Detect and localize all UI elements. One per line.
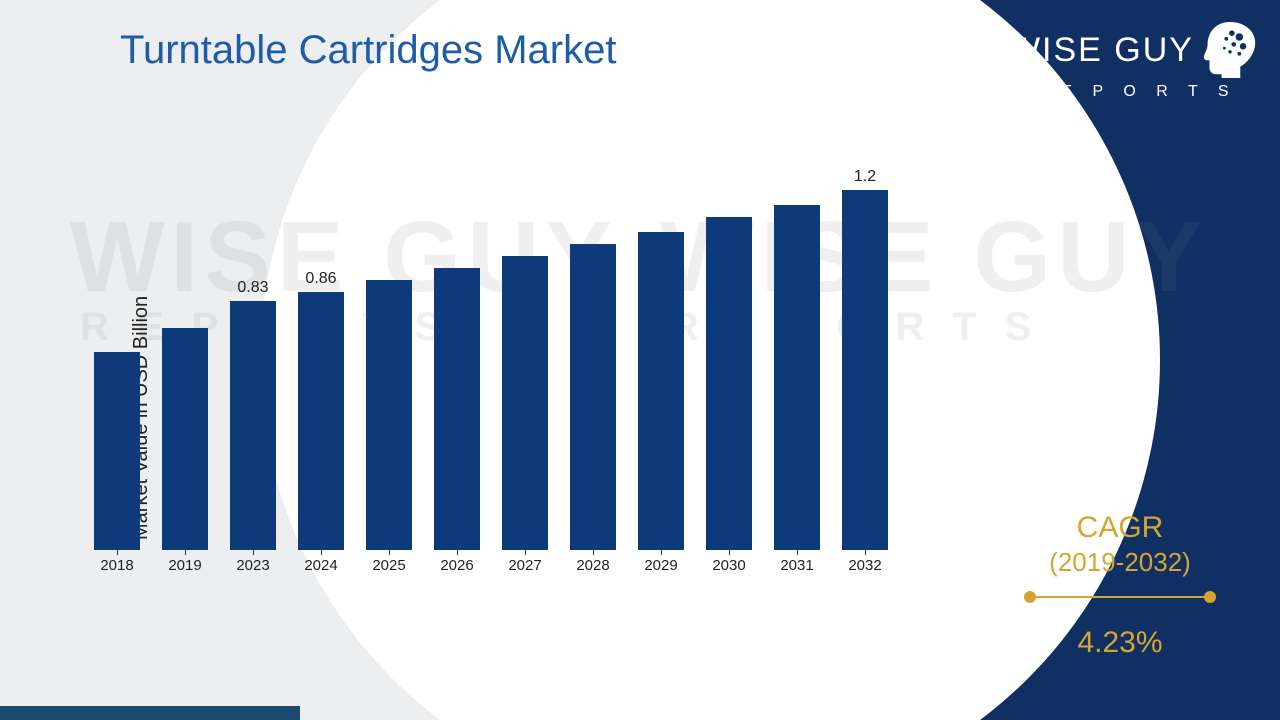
x-tick: 2018 <box>94 557 140 574</box>
bar-value-label: 0.83 <box>237 279 268 297</box>
x-tick: 2028 <box>570 557 616 574</box>
bar-rect <box>638 232 684 550</box>
cagr-title: CAGR <box>1010 511 1230 545</box>
bar-value-label: 1.2 <box>854 168 876 186</box>
bar <box>706 217 752 550</box>
cagr-value: 4.23% <box>1010 626 1230 660</box>
bar-value-label: 0.86 <box>305 270 336 288</box>
bar-rect <box>502 256 548 550</box>
bar <box>570 244 616 550</box>
x-axis: 2018 2019 2023 2024 2025 2026 2027 2028 2029 2030… <box>90 557 910 574</box>
bar-chart: Market Value in USD Billion 0.830.861.2 … <box>90 160 910 580</box>
x-tick: 2031 <box>774 557 820 574</box>
bar-rect <box>162 328 208 550</box>
bar: 1.2 <box>842 190 888 550</box>
bar <box>502 256 548 550</box>
x-tick: 2024 <box>298 557 344 574</box>
bar-rect <box>706 217 752 550</box>
bar <box>162 328 208 550</box>
bar <box>94 352 140 550</box>
bars-container: 0.83 0.86 1.2 <box>90 160 910 550</box>
bar-rect <box>366 280 412 550</box>
cagr-block: CAGR (2019-2032) 4.23% <box>1010 511 1230 660</box>
bar <box>638 232 684 550</box>
bar-rect <box>842 190 888 550</box>
bar <box>774 205 820 550</box>
x-tick: 2032 <box>842 557 888 574</box>
cagr-range: (2019-2032) <box>1010 547 1230 578</box>
bar: 0.86 <box>298 292 344 550</box>
bar-rect <box>774 205 820 550</box>
cagr-divider <box>1030 596 1210 598</box>
brain-head-icon <box>1202 20 1258 80</box>
x-tick: 2029 <box>638 557 684 574</box>
x-tick: 2026 <box>434 557 480 574</box>
bar <box>366 280 412 550</box>
logo-text-sub: R E P O R T S <box>1008 84 1258 100</box>
x-tick: 2019 <box>162 557 208 574</box>
chart-title: Turntable Cartridges Market <box>120 28 616 73</box>
x-tick: 2030 <box>706 557 752 574</box>
footer-accent-bar <box>0 706 300 720</box>
x-tick: 2023 <box>230 557 276 574</box>
bar: 0.83 <box>230 301 276 550</box>
bar <box>434 268 480 550</box>
logo-text-main: WISE GUY <box>1008 33 1194 67</box>
bar-rect <box>570 244 616 550</box>
x-tick: 2025 <box>366 557 412 574</box>
bar-rect <box>230 301 276 550</box>
brand-logo: WISE GUY R E P O R T S <box>1008 20 1258 100</box>
x-tick: 2027 <box>502 557 548 574</box>
bar-rect <box>434 268 480 550</box>
bar-rect <box>94 352 140 550</box>
bar-rect <box>298 292 344 550</box>
